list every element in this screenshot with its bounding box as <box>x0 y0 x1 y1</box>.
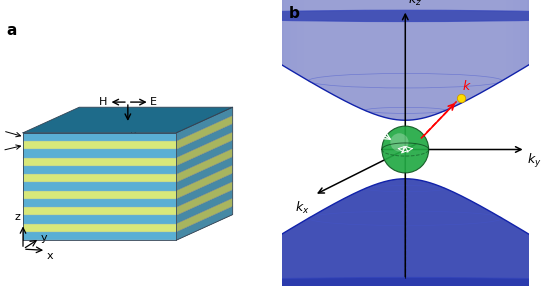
Text: $k_0$: $k_0$ <box>358 121 371 137</box>
Text: E: E <box>150 97 157 107</box>
Text: k: k <box>131 125 137 135</box>
Polygon shape <box>176 190 233 224</box>
Text: z: z <box>14 212 20 222</box>
Polygon shape <box>23 149 176 158</box>
Ellipse shape <box>202 277 544 286</box>
Text: $k$: $k$ <box>462 79 472 93</box>
Polygon shape <box>23 182 176 190</box>
Polygon shape <box>23 174 176 182</box>
Text: y: y <box>41 233 47 243</box>
Polygon shape <box>236 0 544 120</box>
Polygon shape <box>222 0 544 120</box>
Polygon shape <box>202 0 544 120</box>
Polygon shape <box>202 0 544 120</box>
Polygon shape <box>23 141 176 149</box>
Polygon shape <box>176 132 233 166</box>
Polygon shape <box>216 0 544 120</box>
Polygon shape <box>176 148 233 182</box>
Polygon shape <box>176 198 233 232</box>
Polygon shape <box>176 157 233 190</box>
Circle shape <box>391 133 409 152</box>
Text: Ag: Ag <box>0 145 21 158</box>
Text: $k_z$: $k_z$ <box>408 0 422 8</box>
Text: b: b <box>288 7 299 21</box>
Polygon shape <box>176 107 233 141</box>
Ellipse shape <box>202 10 544 21</box>
Polygon shape <box>23 215 176 224</box>
Polygon shape <box>23 224 176 232</box>
Polygon shape <box>23 133 176 141</box>
Polygon shape <box>23 158 176 166</box>
Text: a: a <box>7 23 17 38</box>
Polygon shape <box>23 199 176 207</box>
Text: $k_y$: $k_y$ <box>527 152 542 170</box>
Polygon shape <box>384 117 427 182</box>
Polygon shape <box>23 232 176 240</box>
Polygon shape <box>176 140 233 174</box>
Polygon shape <box>209 0 544 120</box>
Polygon shape <box>176 165 233 199</box>
Polygon shape <box>202 179 544 286</box>
Text: x: x <box>47 251 53 261</box>
Polygon shape <box>23 190 176 199</box>
Polygon shape <box>23 207 176 215</box>
Circle shape <box>382 126 429 173</box>
Polygon shape <box>378 115 432 184</box>
Polygon shape <box>176 173 233 207</box>
Polygon shape <box>176 116 233 149</box>
Polygon shape <box>176 182 233 215</box>
Polygon shape <box>176 124 233 158</box>
Text: Ge: Ge <box>0 123 21 137</box>
Text: $k_x$: $k_x$ <box>295 200 310 216</box>
Polygon shape <box>176 206 233 240</box>
Polygon shape <box>23 166 176 174</box>
Polygon shape <box>230 0 544 120</box>
Polygon shape <box>23 107 233 133</box>
Text: H: H <box>98 97 107 107</box>
Polygon shape <box>389 118 422 180</box>
